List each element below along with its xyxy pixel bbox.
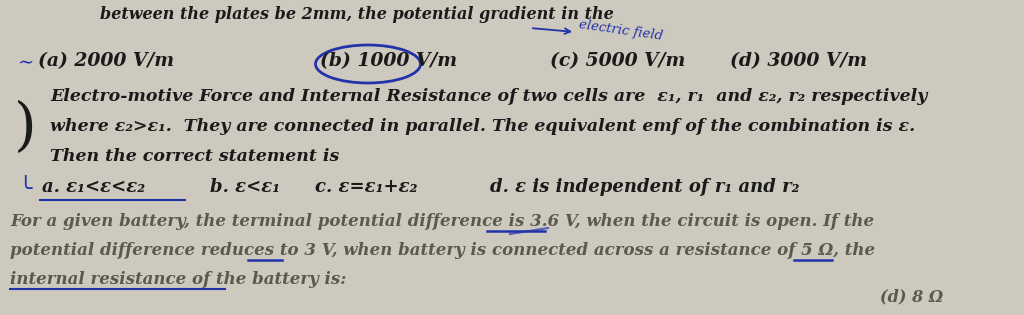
Text: (a) 2000 V/m: (a) 2000 V/m bbox=[38, 52, 174, 70]
Text: internal resistance of the battery is:: internal resistance of the battery is: bbox=[10, 271, 346, 288]
Text: (d) 8 Ω: (d) 8 Ω bbox=[880, 288, 943, 305]
Text: d. ε is independent of r₁ and r₂: d. ε is independent of r₁ and r₂ bbox=[490, 178, 800, 196]
Text: a. ε₁<ε<ε₂: a. ε₁<ε<ε₂ bbox=[42, 178, 145, 196]
Text: (d) 3000 V/m: (d) 3000 V/m bbox=[730, 52, 867, 70]
Text: (c) 5000 V/m: (c) 5000 V/m bbox=[550, 52, 685, 70]
Text: electric field: electric field bbox=[578, 18, 664, 43]
Text: For a given battery, the terminal potential difference is 3.6 V, when the circui: For a given battery, the terminal potent… bbox=[10, 213, 874, 230]
Text: c. ε=ε₁+ε₂: c. ε=ε₁+ε₂ bbox=[315, 178, 418, 196]
Text: between the plates be 2mm, the potential gradient in the: between the plates be 2mm, the potential… bbox=[100, 6, 613, 23]
Text: potential difference reduces to 3 V, when battery is connected across a resistan: potential difference reduces to 3 V, whe… bbox=[10, 242, 876, 259]
Text: Then the correct statement is: Then the correct statement is bbox=[50, 148, 339, 165]
Text: ∼: ∼ bbox=[18, 54, 35, 72]
Text: ╰: ╰ bbox=[18, 180, 32, 200]
Text: where ε₂>ε₁.  They are connected in parallel. The equivalent emf of the combinat: where ε₂>ε₁. They are connected in paral… bbox=[50, 118, 915, 135]
Text: b. ε<ε₁: b. ε<ε₁ bbox=[210, 178, 281, 196]
Text: Electro-motive Force and Internal Resistance of two cells are  ε₁, r₁  and ε₂, r: Electro-motive Force and Internal Resist… bbox=[50, 88, 928, 105]
Text: ): ) bbox=[14, 100, 37, 156]
Text: (b) 1000 V/m: (b) 1000 V/m bbox=[319, 52, 457, 70]
